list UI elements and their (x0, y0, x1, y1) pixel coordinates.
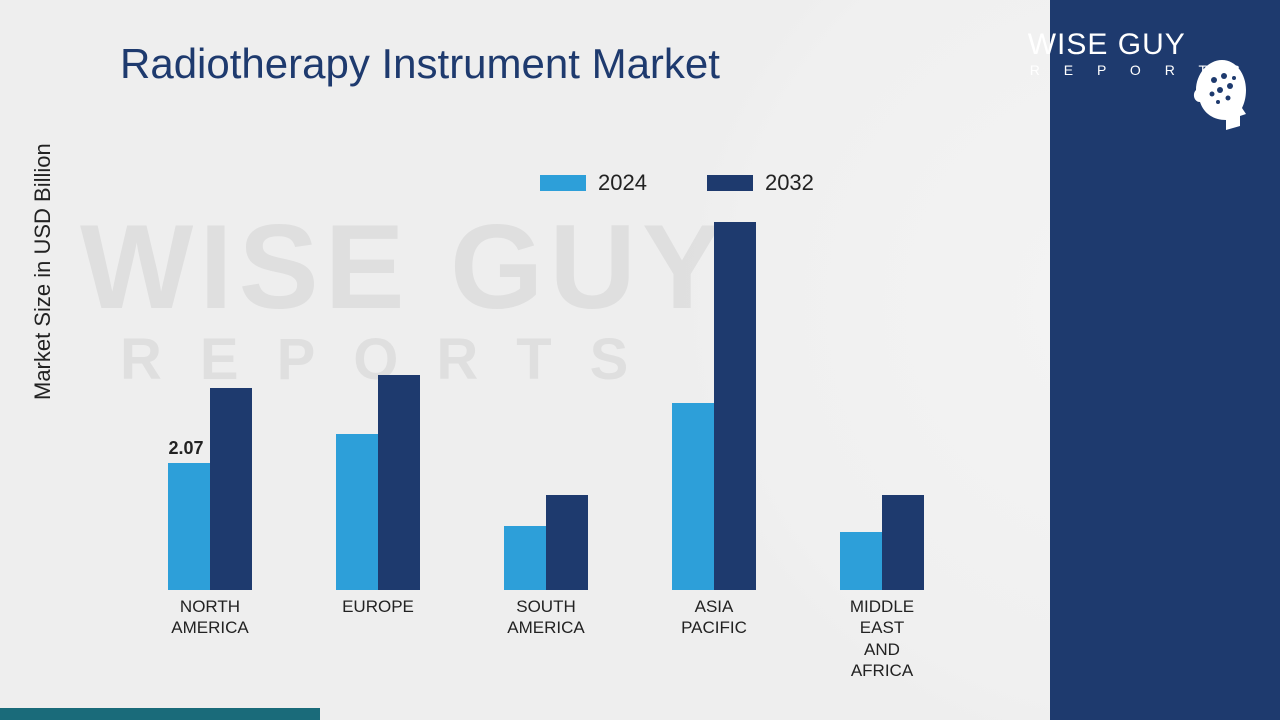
bar-series-2032 (546, 495, 588, 590)
bar-series-2032 (882, 495, 924, 590)
page-root: WISE GUY REPORTS Radiotherapy Instrument… (0, 0, 1280, 720)
bar-series-2024 (336, 434, 378, 590)
bottom-accent-strip (0, 708, 320, 720)
y-axis-label: Market Size in USD Billion (30, 143, 56, 400)
brand-logo: WISE GUY R E P O R T S (1028, 30, 1250, 78)
category-label: ASIAPACIFIC (644, 596, 784, 639)
legend-label-2032: 2032 (765, 170, 814, 196)
legend-item-2032: 2032 (707, 170, 814, 196)
bar-series-2024 (840, 532, 882, 590)
chart-title: Radiotherapy Instrument Market (120, 40, 720, 88)
bar-series-2032 (210, 388, 252, 590)
bar-series-2032 (378, 375, 420, 590)
category-label: MIDDLEEASTANDAFRICA (812, 596, 952, 681)
bar-series-2024 (504, 526, 546, 590)
bar-series-2024 (672, 403, 714, 590)
legend: 2024 2032 (540, 170, 814, 196)
legend-swatch-2024 (540, 175, 586, 191)
legend-item-2024: 2024 (540, 170, 647, 196)
legend-label-2024: 2024 (598, 170, 647, 196)
category-label: EUROPE (308, 596, 448, 617)
bar-chart: 2.07NORTHAMERICAEUROPESOUTHAMERICAASIAPA… (100, 210, 920, 590)
legend-swatch-2032 (707, 175, 753, 191)
category-label: NORTHAMERICA (140, 596, 280, 639)
head-icon (1184, 56, 1254, 136)
category-label: SOUTHAMERICA (476, 596, 616, 639)
bar-series-2024 (168, 463, 210, 590)
bar-series-2032 (714, 222, 756, 590)
bar-value-label: 2.07 (156, 438, 216, 459)
